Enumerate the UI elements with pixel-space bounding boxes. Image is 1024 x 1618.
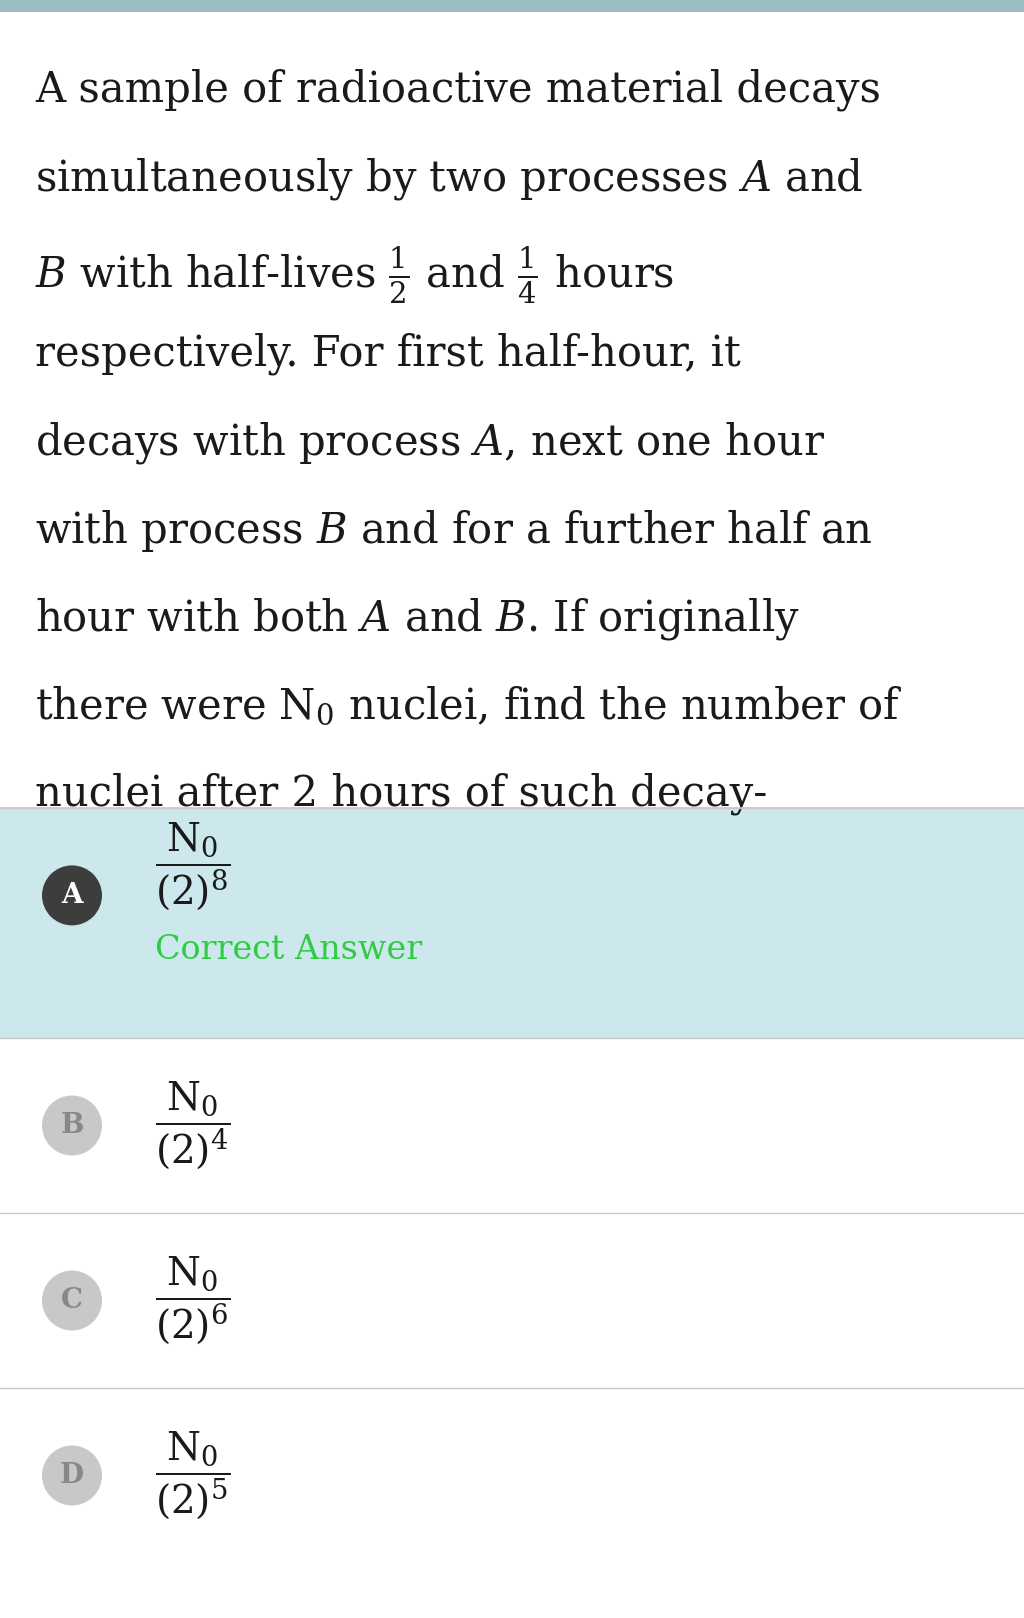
Text: A sample of radioactive material decays: A sample of radioactive material decays [35,68,881,110]
Text: with process $\it{B}$ and for a further half an: with process $\it{B}$ and for a further … [35,508,872,553]
Text: nuclei after 2 hours of such decay-: nuclei after 2 hours of such decay- [35,772,767,814]
Text: $\dfrac{\mathrm{N_0}}{(2)^{6}}$: $\dfrac{\mathrm{N_0}}{(2)^{6}}$ [155,1254,230,1346]
Text: $\it{B}$ with half-lives $\mathregular{\frac{1}{2}}$ and $\mathregular{\frac{1}{: $\it{B}$ with half-lives $\mathregular{\… [35,244,674,306]
Text: $\dfrac{\mathrm{N_0}}{(2)^{8}}$: $\dfrac{\mathrm{N_0}}{(2)^{8}}$ [155,822,230,914]
Circle shape [42,1270,102,1330]
Text: hour with both $\it{A}$ and $\it{B}$. If originally: hour with both $\it{A}$ and $\it{B}$. If… [35,595,800,642]
Text: respectively. For first half-hour, it: respectively. For first half-hour, it [35,332,740,374]
Text: decays with process $\it{A}$, next one hour: decays with process $\it{A}$, next one h… [35,421,825,466]
Text: $\dfrac{\mathrm{N_0}}{(2)^{5}}$: $\dfrac{\mathrm{N_0}}{(2)^{5}}$ [155,1430,230,1521]
Text: D: D [60,1463,84,1489]
Text: B: B [60,1112,84,1139]
Circle shape [42,866,102,925]
Text: there were $\mathrm{N_0}$ nuclei, find the number of: there were $\mathrm{N_0}$ nuclei, find t… [35,684,902,726]
Text: $\dfrac{\mathrm{N_0}}{(2)^{4}}$: $\dfrac{\mathrm{N_0}}{(2)^{4}}$ [155,1079,230,1171]
Text: simultaneously by two processes $\it{A}$ and: simultaneously by two processes $\it{A}$… [35,155,863,202]
Text: Correct Answer: Correct Answer [155,935,422,966]
Circle shape [42,1095,102,1155]
FancyBboxPatch shape [0,807,1024,1039]
Text: C: C [61,1286,83,1314]
Circle shape [42,1445,102,1505]
FancyBboxPatch shape [0,0,1024,11]
Text: A: A [61,882,83,909]
